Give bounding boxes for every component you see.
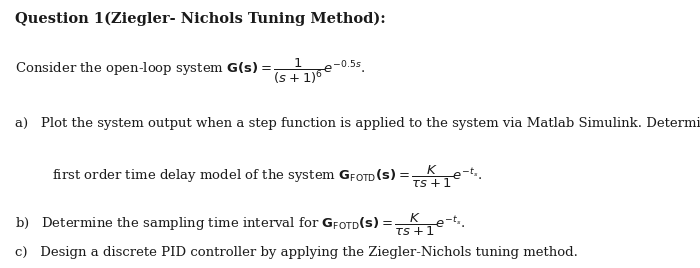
Text: Consider the open-loop system $\mathbf{G(s)}=\dfrac{1}{(s+1)^{6}}e^{-0.5s}$.: Consider the open-loop system $\mathbf{G… (15, 57, 365, 86)
Text: a)   Plot the system output when a step function is applied to the system via Ma: a) Plot the system output when a step fu… (15, 117, 700, 130)
Text: c)   Design a discrete PID controller by applying the Ziegler-Nichols tuning met: c) Design a discrete PID controller by a… (15, 246, 578, 259)
Text: Question 1(Ziegler- Nichols Tuning Method):: Question 1(Ziegler- Nichols Tuning Metho… (15, 12, 386, 26)
Text: b)   Determine the sampling time interval for $\mathbf{G}_{\mathrm{FOTD}}\mathbf: b) Determine the sampling time interval … (15, 211, 466, 238)
Text: first order time delay model of the system $\mathbf{G}_{\mathrm{FOTD}}\mathbf{(s: first order time delay model of the syst… (52, 164, 482, 190)
